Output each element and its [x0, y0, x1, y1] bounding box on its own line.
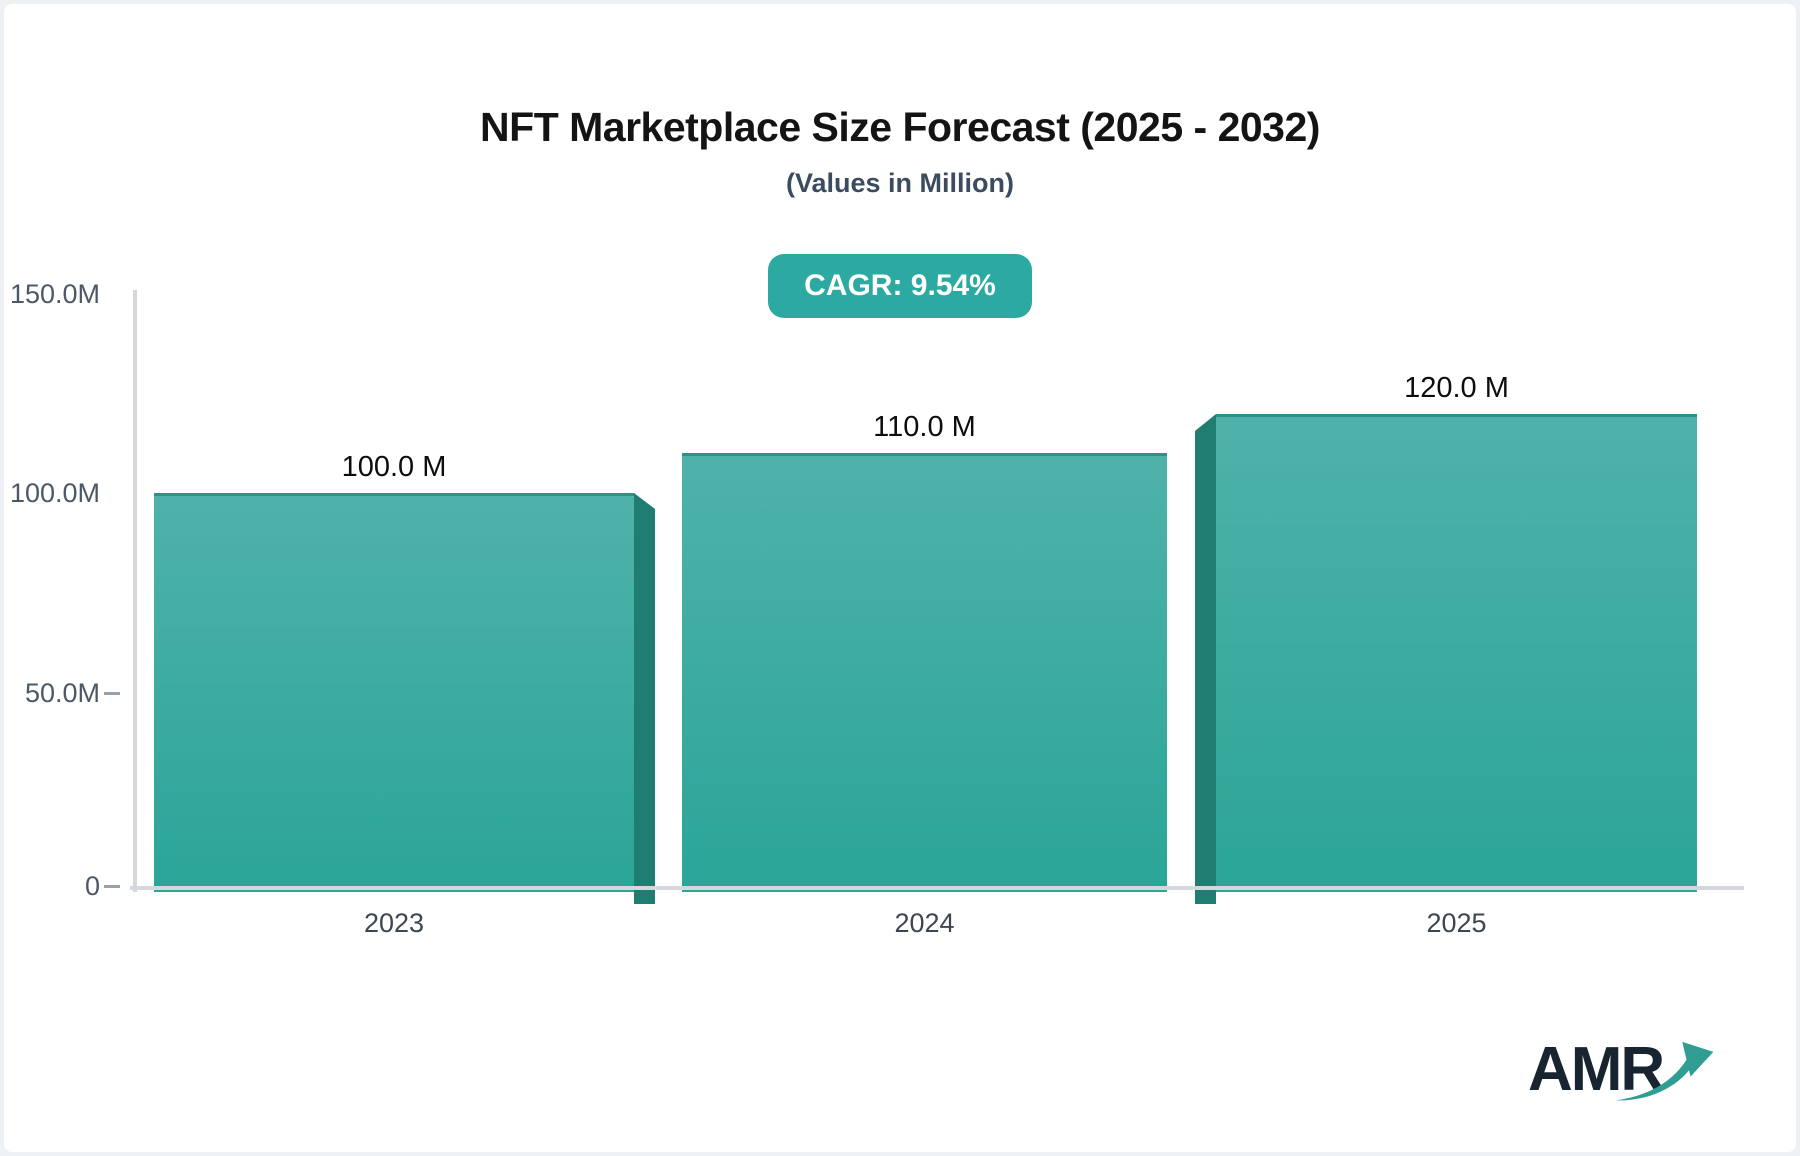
bar-chart-plot-area: 100.0 M 2023 110.0 M 2024 120.0 M 2025 150.0M…: [4, 4, 1796, 1152]
amr-logo: AMR: [1528, 1034, 1748, 1124]
bar-3d-side-2023: [634, 493, 655, 904]
y-axis-tick-mark: [104, 692, 120, 695]
bar-value-label: 110.0 M: [873, 411, 976, 443]
bar-2024: [682, 453, 1167, 892]
x-axis-label-2025: 2025: [1426, 908, 1487, 938]
chart-subtitle: (Values in Million): [785, 168, 1015, 198]
y-axis-line: [133, 290, 137, 892]
cagr-badge-row: CAGR: 9.54%: [4, 254, 1796, 318]
x-axis-label-2023: 2023: [363, 908, 425, 938]
x-axis-label-2024: 2024: [894, 908, 955, 938]
y-axis-tick-mark: [104, 885, 120, 888]
bar-value-label: 120.0 M: [1404, 372, 1509, 404]
bar-2023: [154, 493, 634, 892]
amr-logo-text: AMR: [1528, 1035, 1665, 1104]
chart-card: NFT Marketplace Size Forecast (2025 - 20…: [4, 4, 1796, 1152]
cagr-badge: CAGR: 9.54%: [768, 254, 1032, 318]
y-axis-tick-label: 150.0M: [9, 279, 100, 309]
x-axis-line: [130, 886, 1744, 890]
bar-3d-side-2025: [1195, 414, 1216, 904]
chart-title: NFT Marketplace Size Forecast (2025 - 20…: [480, 104, 1320, 150]
y-axis-tick-label: 50.0M: [24, 678, 100, 708]
y-axis-tick-label: 0: [84, 871, 100, 901]
bar-2025: [1216, 414, 1697, 892]
growth-arrow-icon: [1615, 1041, 1714, 1101]
y-axis-tick-label: 100.0M: [9, 478, 100, 508]
bar-value-label: 100.0 M: [341, 451, 447, 483]
